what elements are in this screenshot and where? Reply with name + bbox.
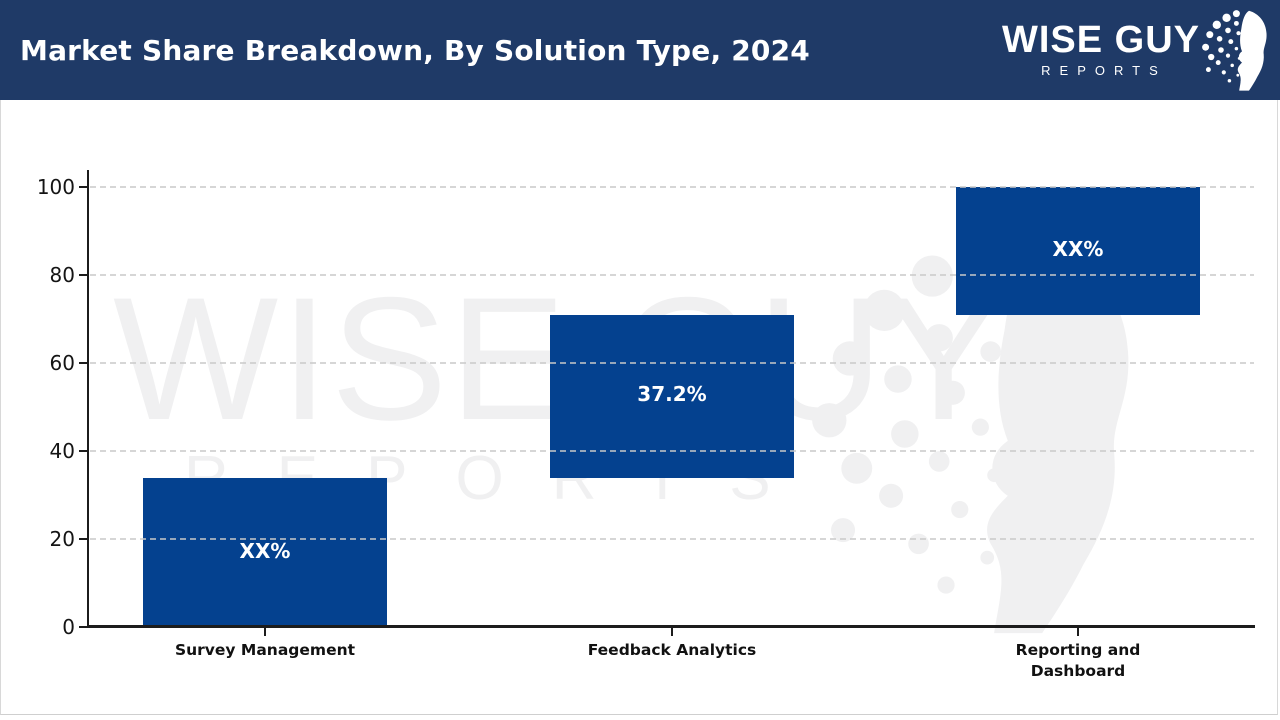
logo-sub-text: REPORTS <box>1041 63 1167 78</box>
y-tick <box>79 274 87 276</box>
y-tick-label: 100 <box>36 175 75 199</box>
y-tick <box>79 626 87 628</box>
bar-segment <box>956 187 1200 315</box>
brand-logo: WISE GUY REPORTS <box>1002 4 1272 96</box>
page-title: Market Share Breakdown, By Solution Type… <box>20 33 810 67</box>
x-tick <box>1077 628 1079 636</box>
x-axis-line <box>87 625 1255 628</box>
y-tick-label: 0 <box>62 615 75 639</box>
gridline <box>90 274 1254 276</box>
y-tick-label: 80 <box>49 263 75 287</box>
y-tick <box>79 450 87 452</box>
logo-text: WISE GUY REPORTS <box>1002 20 1200 78</box>
bar-value-label: 37.2% <box>637 382 707 407</box>
logo-brand-text: WISE GUY <box>1001 19 1200 61</box>
gridline <box>90 186 1254 188</box>
y-tick <box>79 538 87 540</box>
x-tick <box>264 628 266 636</box>
x-tick <box>671 628 673 636</box>
y-tick-label: 60 <box>49 351 75 375</box>
bar-segment <box>143 478 387 627</box>
y-tick-label: 40 <box>49 439 75 463</box>
y-tick-label: 20 <box>49 527 75 551</box>
gridline <box>90 362 1254 364</box>
x-tick-label: Reporting and Dashboard <box>1015 641 1141 680</box>
y-axis-line <box>87 170 89 628</box>
x-tick-label: Survey Management <box>174 641 356 659</box>
bar-value-label: XX% <box>1052 236 1104 261</box>
y-tick <box>79 186 87 188</box>
gridline <box>90 450 1254 452</box>
chart-canvas: WISE GUY REPORTS 0 20 40 60 80 100 XX% Survey M… <box>0 100 1278 715</box>
x-tick-label: Feedback Analytics <box>587 641 757 659</box>
header: Market Share Breakdown, By Solution Type… <box>0 0 1280 100</box>
y-tick <box>79 362 87 364</box>
gridline <box>90 538 1254 540</box>
bar-value-label: XX% <box>239 538 291 563</box>
